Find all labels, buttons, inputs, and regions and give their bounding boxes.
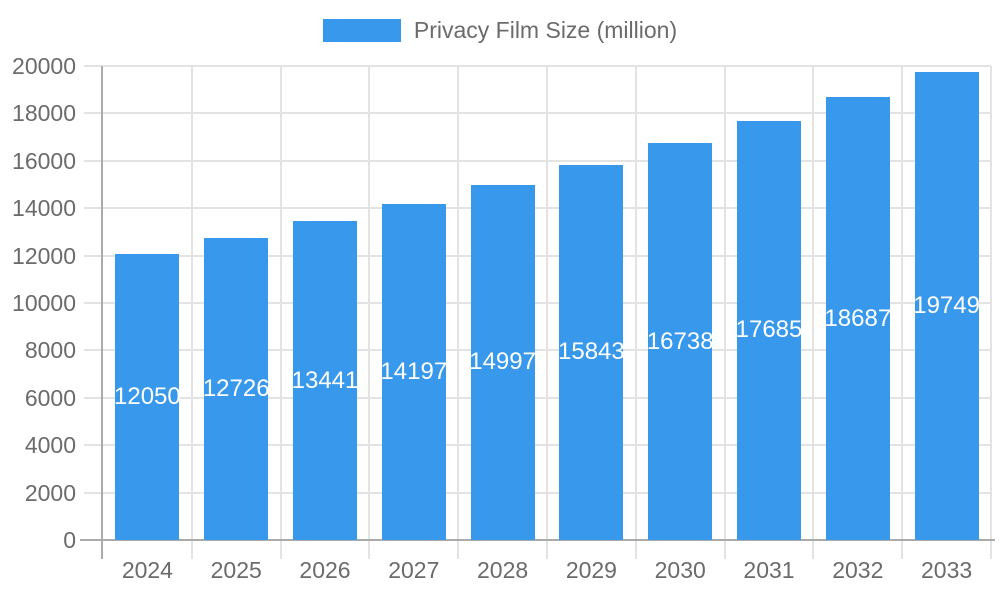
x-gridline (457, 66, 460, 540)
x-gridline (634, 66, 637, 540)
x-axis-tick (368, 540, 371, 559)
x-gridline (279, 66, 282, 540)
y-axis-label: 4000 (24, 432, 76, 459)
y-axis-label: 10000 (12, 290, 76, 316)
bar (115, 254, 180, 540)
y-axis-tick (84, 65, 103, 67)
bar (914, 71, 979, 540)
bar (204, 238, 269, 540)
x-axis-tick (723, 540, 726, 559)
legend-label: Privacy Film Size (million) (413, 17, 678, 43)
legend: Privacy Film Size (million) (0, 17, 1000, 43)
x-axis-tick (812, 540, 815, 559)
y-axis-label: 0 (63, 527, 76, 553)
bar-value-label: 12050 (114, 383, 181, 411)
bar-value-label: 14997 (469, 348, 536, 376)
y-axis-tick (84, 159, 103, 162)
y-axis-label: 18000 (12, 100, 76, 127)
x-axis-tick (901, 540, 904, 559)
x-axis-tick (990, 540, 992, 559)
bar (825, 97, 890, 540)
y-axis-tick (84, 349, 103, 352)
legend-item[interactable]: Privacy Film Size (million) (322, 17, 678, 43)
x-axis-label: 2028 (477, 557, 529, 583)
y-axis-label: 12000 (12, 242, 76, 269)
x-gridline (723, 66, 726, 540)
y-axis-line (101, 66, 103, 559)
bar-value-label: 18687 (824, 304, 892, 332)
bar-value-label: 19749 (913, 291, 980, 319)
x-axis-line (80, 539, 995, 541)
y-axis-tick (84, 396, 103, 399)
bar (470, 184, 535, 540)
x-axis-tick (457, 540, 460, 559)
y-axis-tick (84, 112, 103, 115)
y-axis-tick (84, 491, 103, 494)
y-axis-label: 2000 (24, 479, 76, 506)
y-axis-tick (84, 302, 103, 304)
x-axis-tick (190, 540, 193, 559)
x-axis-label: 2027 (388, 557, 440, 583)
x-axis-label: 2026 (299, 557, 351, 583)
y-axis-tick (84, 444, 103, 447)
bar (737, 120, 801, 540)
x-axis-label: 2029 (565, 557, 617, 583)
x-gridline (368, 66, 371, 540)
y-axis-label: 8000 (24, 337, 76, 364)
x-axis-label: 2030 (654, 557, 706, 583)
y-axis-label: 16000 (12, 147, 76, 174)
x-axis-tick (546, 540, 548, 559)
legend-swatch (322, 18, 401, 42)
y-axis-label: 14000 (12, 195, 76, 222)
bar (381, 203, 446, 540)
x-axis-label: 2033 (921, 557, 973, 583)
bar-value-label: 12726 (202, 375, 270, 403)
x-axis-label: 2025 (210, 557, 262, 583)
x-axis-label: 2032 (832, 557, 884, 583)
bar-value-label: 15843 (558, 338, 625, 366)
bar-value-label: 13441 (291, 366, 359, 394)
bar (293, 221, 357, 540)
x-gridline (901, 66, 904, 540)
x-axis-label: 2031 (743, 557, 795, 583)
y-axis-label: 20000 (12, 53, 76, 79)
x-gridline (990, 66, 992, 540)
bar-value-label: 17685 (735, 316, 803, 344)
bar-value-label: 16738 (646, 327, 714, 355)
bar (648, 143, 713, 540)
x-gridline (190, 66, 193, 540)
y-axis-label: 6000 (24, 384, 76, 411)
x-gridline (546, 66, 548, 540)
y-axis-tick (84, 207, 103, 210)
bar-value-label: 14197 (380, 357, 448, 385)
x-gridline (812, 66, 815, 540)
y-axis-tick (84, 254, 103, 257)
x-axis-tick (634, 540, 637, 559)
x-axis-tick (279, 540, 282, 559)
x-axis-label: 2024 (121, 557, 173, 583)
bar (559, 164, 624, 540)
